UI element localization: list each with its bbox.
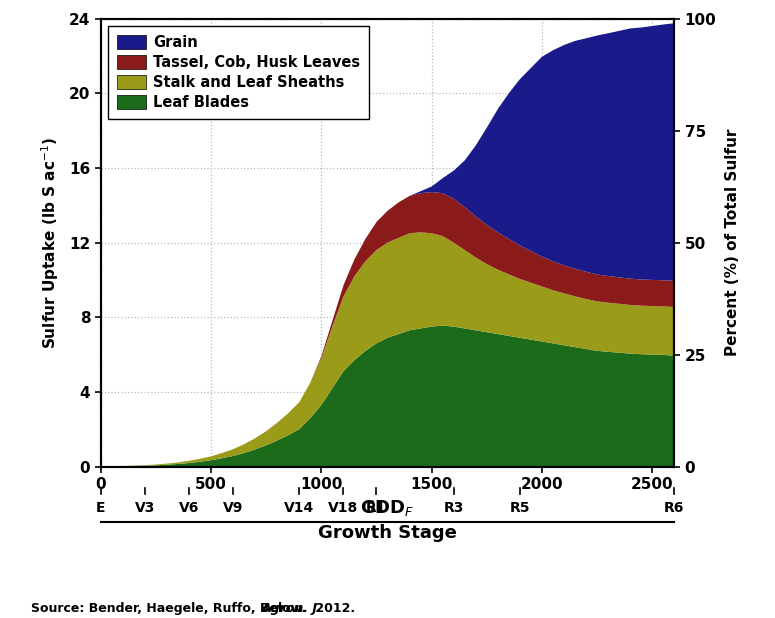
Y-axis label: Sulfur Uptake (lb S ac$^{-1}$): Sulfur Uptake (lb S ac$^{-1}$)	[39, 137, 60, 349]
Text: V3: V3	[135, 501, 155, 515]
Text: E: E	[96, 501, 105, 515]
Y-axis label: Percent (%) of Total Sulfur: Percent (%) of Total Sulfur	[725, 129, 740, 356]
Text: V14: V14	[284, 501, 315, 515]
Legend: Grain, Tassel, Cob, Husk Leaves, Stalk and Leaf Sheaths, Leaf Blades: Grain, Tassel, Cob, Husk Leaves, Stalk a…	[108, 26, 369, 119]
Text: V6: V6	[179, 501, 199, 515]
Text: Agron. J.: Agron. J.	[262, 602, 322, 615]
Text: R3: R3	[443, 501, 464, 515]
Text: V18: V18	[329, 501, 359, 515]
Text: V9: V9	[223, 501, 243, 515]
X-axis label: GDD$_F$: GDD$_F$	[360, 497, 415, 517]
Text: R5: R5	[510, 501, 530, 515]
Text: 2012.: 2012.	[311, 602, 355, 615]
Text: R1: R1	[367, 501, 387, 515]
Text: R6: R6	[664, 501, 684, 515]
Text: Source: Bender, Haegele, Ruffo, Below.: Source: Bender, Haegele, Ruffo, Below.	[31, 602, 311, 615]
Text: Growth Stage: Growth Stage	[318, 524, 457, 542]
